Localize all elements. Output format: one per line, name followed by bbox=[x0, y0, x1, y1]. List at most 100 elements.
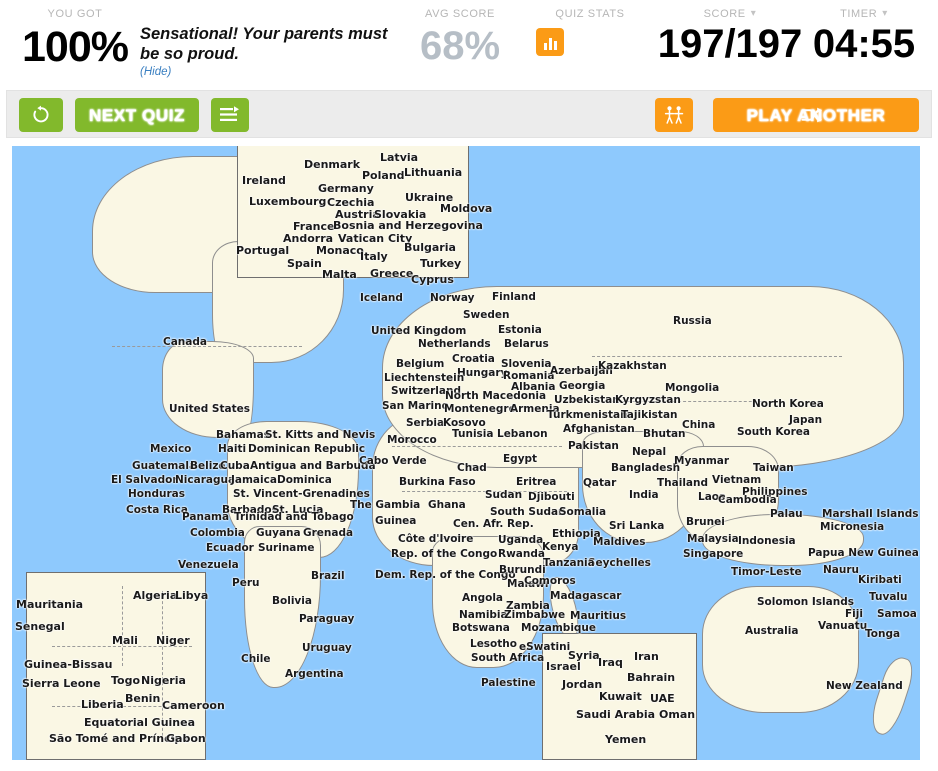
map-label: Mozambique bbox=[521, 622, 597, 634]
map-label: Luxembourg bbox=[249, 195, 327, 208]
map-label: Venezuela bbox=[178, 559, 239, 571]
compete-button[interactable] bbox=[655, 98, 693, 132]
map-label: Barbados bbox=[222, 504, 278, 516]
avg-score-block: AVG SCORE 68% bbox=[395, 0, 525, 66]
map-label: Iraq bbox=[598, 656, 623, 669]
map-label: Somalia bbox=[559, 506, 607, 518]
you-got-block: YOU GOT 100% bbox=[0, 0, 150, 69]
map-label: Ireland bbox=[242, 174, 286, 187]
map-label: Pakistan bbox=[568, 440, 619, 452]
chevron-down-icon[interactable]: ▾ bbox=[750, 8, 757, 19]
border-dash-1 bbox=[112, 346, 302, 347]
map-label: Honduras bbox=[128, 488, 185, 500]
map-label: Chad bbox=[457, 462, 487, 474]
map-label: Iran bbox=[634, 650, 659, 663]
map-label: Timor-Leste bbox=[731, 566, 802, 578]
replay-icon bbox=[33, 105, 49, 123]
map-label: Comoros bbox=[524, 575, 576, 587]
map-label: Tajikistan bbox=[621, 409, 678, 421]
border-dash-3 bbox=[52, 706, 197, 707]
landmass-indonesia bbox=[702, 514, 864, 566]
map-label: Papua New Guinea bbox=[808, 547, 919, 559]
map-label: Gabon bbox=[166, 732, 206, 745]
quiz-stats-row[interactable] bbox=[500, 28, 680, 56]
map-label: Ukraine bbox=[405, 191, 454, 204]
border-dash-7 bbox=[402, 491, 567, 492]
map-label: Libya bbox=[175, 589, 209, 602]
map-label: Bulgaria bbox=[404, 241, 456, 254]
map-label: Saudi Arabia bbox=[576, 708, 656, 721]
map-label: Lebanon bbox=[497, 428, 548, 440]
map-label: South Sudan bbox=[490, 506, 566, 518]
map-label: Poland bbox=[362, 169, 405, 182]
chevron-down-icon[interactable]: ▾ bbox=[882, 8, 888, 19]
europe-inset-frame[interactable] bbox=[237, 146, 469, 278]
map-label: Canada bbox=[163, 336, 207, 348]
timer-block[interactable]: TIMER ▾ 04:55 bbox=[790, 0, 938, 64]
map-label: Norway bbox=[430, 292, 475, 304]
playlist-icon bbox=[220, 106, 239, 121]
map-label: Guyana bbox=[256, 527, 301, 539]
middle-east-inset-frame[interactable] bbox=[542, 633, 697, 760]
map-label: Peru bbox=[232, 577, 260, 589]
playlist-button[interactable] bbox=[211, 98, 249, 132]
map-label: Kyrgyzstan bbox=[615, 394, 681, 406]
map-label: Ecuador bbox=[206, 542, 254, 554]
map-label: Chile bbox=[241, 653, 271, 665]
replay-button[interactable] bbox=[19, 98, 63, 132]
map-label: Tanzania bbox=[543, 557, 595, 569]
map-label: Argentina bbox=[285, 668, 344, 680]
map-label: Algeria bbox=[133, 589, 178, 602]
next-quiz-button[interactable]: NEXT QUIZ bbox=[75, 98, 199, 132]
map-label: Dominica bbox=[277, 474, 332, 486]
map-label: Suriname bbox=[258, 542, 315, 554]
map-label: Nicaragua bbox=[175, 474, 236, 486]
map-label: Solomon Islands bbox=[757, 596, 854, 608]
map-label: Belize bbox=[190, 460, 226, 472]
map-label: Jordan bbox=[562, 678, 603, 691]
map-label: St. Lucia bbox=[272, 504, 324, 516]
map-label: Indonesia bbox=[738, 535, 796, 547]
map-label: Vatican City bbox=[338, 232, 413, 245]
map-label: India bbox=[629, 489, 659, 501]
map-label: Romania bbox=[503, 370, 555, 382]
europe-inset-fill bbox=[237, 146, 469, 278]
map-label: Nigeria bbox=[141, 674, 186, 687]
bar-chart-icon[interactable] bbox=[536, 28, 564, 56]
map-label: Finland bbox=[492, 291, 536, 303]
map-label: Seychelles bbox=[588, 557, 651, 569]
map-label: Rwanda bbox=[498, 548, 545, 560]
africa-inset-frame[interactable] bbox=[26, 572, 206, 760]
avg-score-label: AVG SCORE bbox=[425, 8, 495, 20]
map-label: Philippines bbox=[742, 486, 808, 498]
quiz-stats-block[interactable]: QUIZ STATS bbox=[500, 0, 680, 56]
map-label: Bahamas bbox=[216, 429, 270, 441]
map-label: Haiti bbox=[218, 443, 247, 455]
map-label: Russia bbox=[673, 315, 712, 327]
map-label: Micronesia bbox=[820, 521, 885, 533]
landmass-australia bbox=[702, 586, 859, 713]
map-label: Djibouti bbox=[528, 491, 575, 503]
timer-value: 04:55 bbox=[812, 22, 916, 66]
hide-message-link[interactable]: (Hide) bbox=[140, 66, 172, 79]
compete-icon bbox=[664, 106, 684, 124]
map-label: Malaysia bbox=[687, 533, 739, 545]
play-another-button[interactable]: PLAY ANOTHER bbox=[713, 98, 919, 132]
map-label: Sierra Leone bbox=[22, 677, 101, 690]
map-label: Zambia bbox=[506, 600, 550, 612]
score-block[interactable]: SCORE ▾ 197/197 bbox=[640, 0, 820, 64]
map-label: Monaco bbox=[316, 244, 364, 257]
map-label: The Gambia bbox=[350, 499, 421, 511]
map-label: Cuba bbox=[220, 460, 250, 472]
map-label: Uzbekistan bbox=[554, 394, 620, 406]
border-dash-4 bbox=[122, 586, 123, 666]
map-label: Germany bbox=[318, 182, 374, 195]
world-map[interactable]: Canada United States Mexico Bahamas St. Kitt… bbox=[12, 146, 920, 760]
map-label: Singapore bbox=[683, 548, 744, 560]
border-dash-8 bbox=[592, 356, 842, 357]
map-label: Grenada bbox=[303, 527, 354, 539]
map-label: South Africa bbox=[471, 652, 545, 664]
bar-chart-bar-2 bbox=[548, 38, 552, 50]
map-label: Palau bbox=[770, 508, 803, 520]
map-label: Samoa bbox=[877, 608, 917, 620]
